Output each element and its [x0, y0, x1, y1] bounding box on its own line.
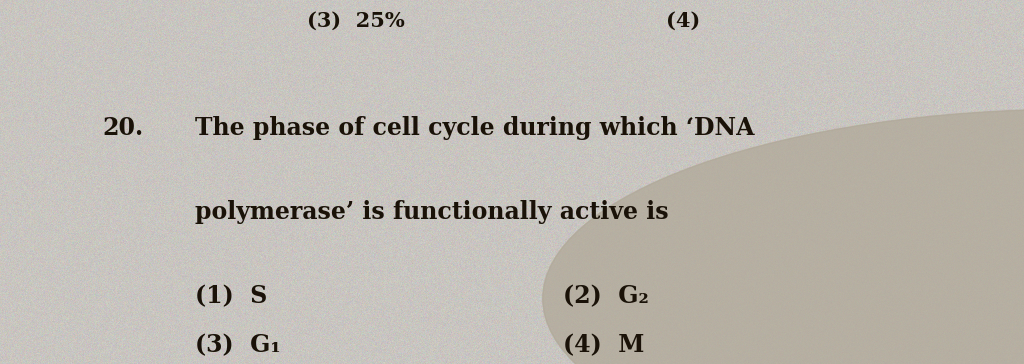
Text: (1)  S: (1) S	[195, 284, 267, 308]
Text: 20.: 20.	[102, 116, 143, 141]
Text: (4): (4)	[666, 11, 699, 31]
Text: (4)  M: (4) M	[563, 333, 644, 357]
Text: (3)  G₁: (3) G₁	[195, 333, 281, 357]
Text: (3)  25%: (3) 25%	[307, 11, 404, 31]
Circle shape	[543, 109, 1024, 364]
Text: polymerase’ is functionally active is: polymerase’ is functionally active is	[195, 200, 669, 224]
Text: (2)  G₂: (2) G₂	[563, 284, 649, 308]
Text: The phase of cell cycle during which ‘DNA: The phase of cell cycle during which ‘DN…	[195, 116, 754, 141]
